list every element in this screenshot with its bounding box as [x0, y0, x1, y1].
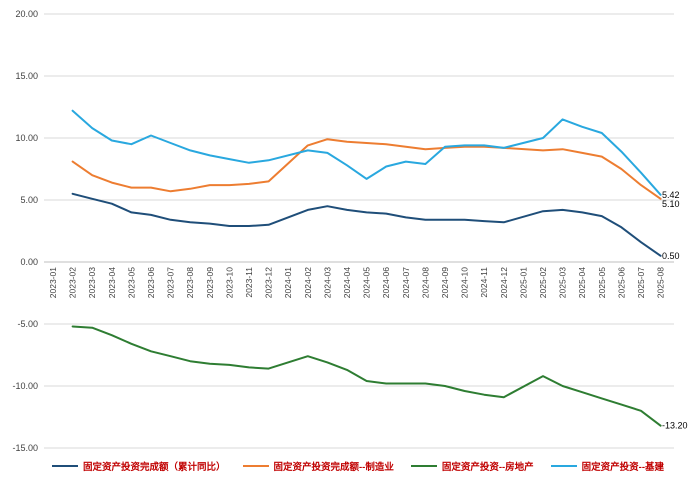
y-axis-tick-label: 20.00 — [15, 9, 38, 19]
x-axis-tick-label: 2024-07 — [401, 267, 411, 298]
legend-label: 固定资产投资--基建 — [581, 462, 664, 473]
y-axis-tick-label: 10.00 — [15, 133, 38, 143]
y-axis-tick-label: 5.00 — [20, 195, 38, 205]
x-axis-tick-label: 2024-04 — [342, 267, 352, 298]
legend-item: 固定资产投资--基建 — [550, 459, 664, 473]
y-axis-tick-label: -5.00 — [17, 319, 38, 329]
series-line — [71, 325, 662, 427]
x-axis-tick-label: 2023-08 — [185, 267, 195, 298]
legend-label: 固定资产投资完成额（累计同比） — [83, 462, 226, 473]
x-axis-tick-label: 2024-08 — [420, 267, 430, 298]
x-axis-tick-label: 2025-03 — [558, 267, 568, 298]
y-axis-tick-label: -10.00 — [12, 381, 38, 391]
legend-line-marker — [52, 465, 78, 467]
legend-item: 固定资产投资--房地产 — [410, 459, 534, 473]
legend-label: 固定资产投资完成额--制造业 — [273, 462, 394, 473]
x-axis-tick-label: 2023-02 — [68, 267, 78, 298]
x-axis-tick-label: 2025-02 — [538, 267, 548, 298]
series-end-value-label: 0.50 — [662, 251, 680, 261]
chart-legend: 固定资产投资完成额（累计同比） 固定资产投资完成额--制造业 固定资产投资--房地产… — [52, 459, 664, 473]
x-axis-tick-label: 2024-05 — [362, 267, 372, 298]
x-axis-tick-label: 2024-10 — [460, 267, 470, 298]
x-axis-tick-label: 2023-06 — [146, 267, 156, 298]
x-axis-tick-label: 2025-04 — [577, 267, 587, 298]
x-axis-tick-label: 2024-01 — [283, 267, 293, 298]
x-axis-tick-label: 2023-03 — [87, 267, 97, 298]
legend-line-marker — [242, 465, 269, 467]
legend-item: 固定资产投资完成额--制造业 — [242, 459, 394, 473]
x-axis-tick-label: 2025-08 — [656, 267, 666, 298]
series-end-value-label: 5.10 — [662, 199, 680, 209]
series-end-value-label: -13.20 — [662, 421, 688, 431]
x-axis-tick-label: 2023-07 — [166, 267, 176, 298]
x-axis-tick-label: 2024-12 — [499, 267, 509, 298]
x-axis-tick-label: 2025-06 — [616, 267, 626, 298]
x-axis-tick-label: 2024-06 — [381, 267, 391, 298]
series-line — [71, 138, 662, 200]
x-axis-tick-label: 2025-01 — [518, 267, 528, 298]
plot-area: 20.00 15.00 10.00 5.00 0.00 -5.00 -10.00 -15.00… — [12, 9, 688, 452]
series-line — [71, 109, 662, 196]
x-axis-tick-label: 2023-05 — [126, 267, 136, 298]
x-axis-tick-label: 2024-03 — [322, 267, 332, 298]
legend-item: 固定资产投资完成额（累计同比） — [52, 459, 226, 473]
y-axis-tick-label: -15.00 — [12, 443, 38, 452]
x-axis-tick-label: 2025-05 — [597, 267, 607, 298]
series-line — [71, 192, 662, 257]
x-axis-tick-label: 2023-01 — [48, 267, 58, 298]
legend-line-marker — [550, 465, 577, 467]
legend-line-marker — [410, 465, 437, 467]
x-axis-tick-label: 2023-11 — [244, 267, 254, 298]
x-axis-tick-label: 2025-07 — [636, 267, 646, 298]
series-end-value-label: 5.42 — [662, 190, 680, 200]
x-axis-tick-label: 2024-11 — [479, 267, 489, 298]
x-axis-tick-label: 2023-04 — [107, 267, 117, 298]
x-axis-tick-label: 2023-12 — [264, 267, 274, 298]
y-axis-tick-label: 15.00 — [15, 71, 38, 81]
x-axis-tick-label: 2023-09 — [205, 267, 215, 298]
x-axis-tick-label: 2024-02 — [303, 267, 313, 298]
x-axis-tick-label: 2024-09 — [440, 267, 450, 298]
legend-label: 固定资产投资--房地产 — [441, 462, 534, 473]
y-axis-tick-label: 0.00 — [20, 257, 38, 267]
x-axis-tick-label: 2023-10 — [224, 267, 234, 298]
